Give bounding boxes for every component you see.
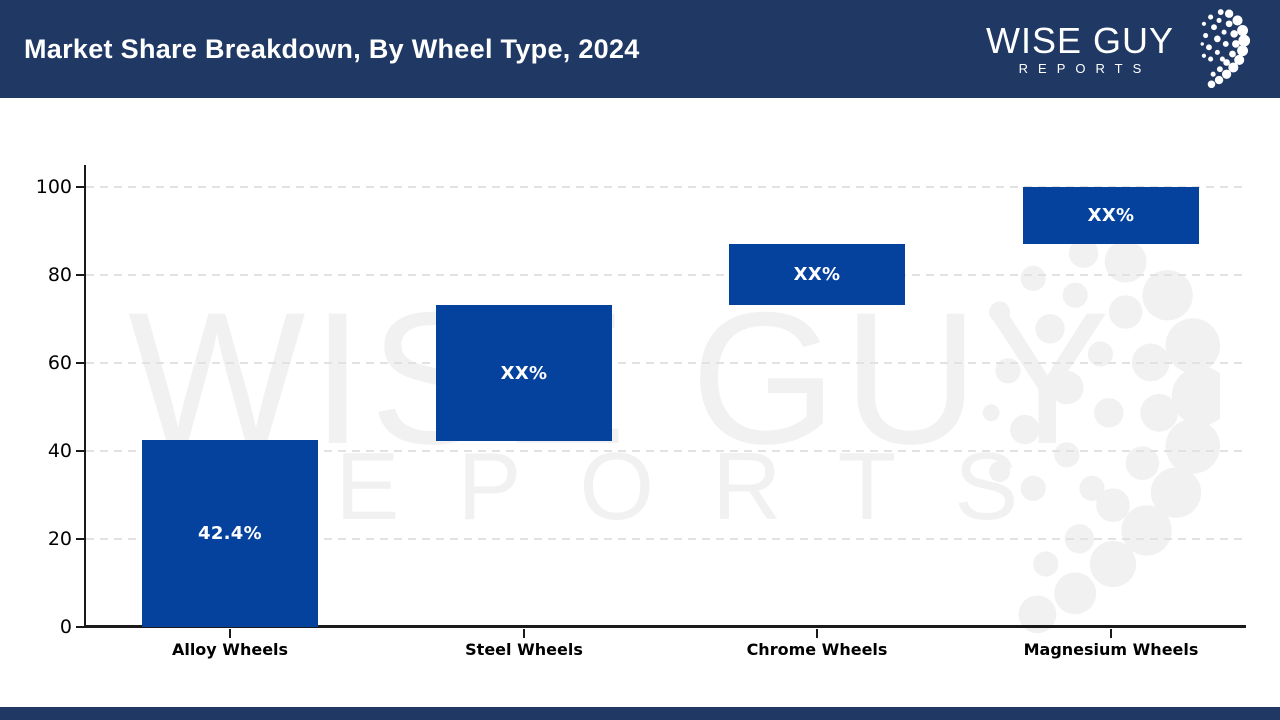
bar-value-label: XX% <box>793 264 841 285</box>
y-axis-tick <box>76 538 85 540</box>
x-category-label: Alloy Wheels <box>171 640 289 659</box>
chart-title: Market Share Breakdown, By Wheel Type, 2… <box>24 33 640 64</box>
x-category-label: Steel Wheels <box>465 640 583 659</box>
y-axis-tick <box>76 274 85 276</box>
x-axis-tick <box>1110 629 1112 638</box>
bar-steel-wheels: XX% <box>436 305 612 441</box>
wiseguy-logo: WISE GUY REPORTS <box>986 7 1250 91</box>
footer-bar <box>0 707 1280 720</box>
x-axis-tick <box>523 629 525 638</box>
y-tick-label: 60 <box>47 352 72 374</box>
y-tick-label: 20 <box>47 528 72 550</box>
logo-text-line2: REPORTS <box>1018 61 1152 76</box>
y-axis-tick <box>76 450 85 452</box>
logo-face-icon <box>1200 9 1250 89</box>
y-axis-tick <box>76 362 85 364</box>
bar-alloy-wheels: 42.4% <box>142 440 318 627</box>
y-tick-label: 80 <box>47 264 72 286</box>
logo-text-line1: WISE GUY <box>985 20 1174 61</box>
logo-wordmark: WISE GUY REPORTS <box>985 20 1174 76</box>
gridline-20 <box>86 538 1246 540</box>
bar-value-label: XX% <box>1087 205 1135 226</box>
bar-chrome-wheels: XX% <box>729 244 905 305</box>
x-axis-tick <box>816 629 818 638</box>
x-axis-line <box>84 625 1246 628</box>
bar-magnesium-wheels: XX% <box>1023 187 1199 244</box>
gridline-40 <box>86 450 1246 452</box>
bar-value-label: 42.4% <box>198 523 262 544</box>
gridline-100 <box>86 186 1246 188</box>
bar-value-label: XX% <box>500 362 548 384</box>
y-tick-label: 40 <box>47 440 72 462</box>
x-category-label: Chrome Wheels <box>746 640 888 659</box>
y-axis-tick <box>76 626 85 628</box>
header-bar: Market Share Breakdown, By Wheel Type, 2… <box>0 0 1280 98</box>
y-tick-label: 100 <box>35 176 72 198</box>
gridline-60 <box>86 362 1246 364</box>
y-tick-label: 0 <box>59 616 72 638</box>
y-axis-tick <box>76 186 85 188</box>
x-category-label: Magnesium Wheels <box>1023 640 1199 659</box>
x-axis-tick <box>229 629 231 638</box>
gridline-80 <box>86 274 1246 276</box>
y-axis-line <box>84 165 86 628</box>
